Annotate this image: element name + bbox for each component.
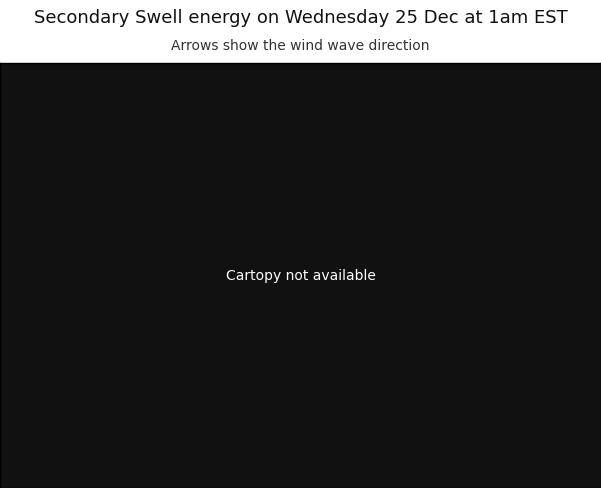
Text: Cartopy not available: Cartopy not available (225, 269, 376, 283)
Text: Secondary Swell energy on Wednesday 25 Dec at 1am EST: Secondary Swell energy on Wednesday 25 D… (34, 9, 567, 27)
Text: Arrows show the wind wave direction: Arrows show the wind wave direction (171, 39, 430, 53)
